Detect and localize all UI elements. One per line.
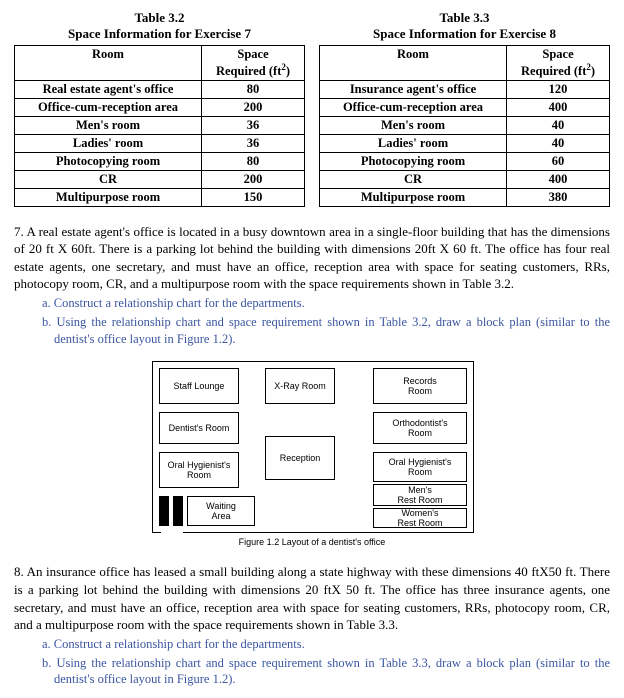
table-3-3: Table 3.3 Space Information for Exercise… <box>319 10 610 207</box>
table-row: CR200 <box>15 170 305 188</box>
t33-h1: Room <box>320 45 507 80</box>
table-row: Insurance agent's office120 <box>320 80 610 98</box>
table-3-2-grid: Room Space Required (ft2) Real estate ag… <box>14 45 305 207</box>
floor-plan: Staff Lounge X-Ray Room Records Room Den… <box>152 361 474 533</box>
tables-container: Table 3.2 Space Information for Exercise… <box>14 10 610 207</box>
room-ortho: Orthodontist's Room <box>373 412 467 444</box>
table-row: Photocopying room60 <box>320 152 610 170</box>
q7-part-a: a. Construct a relationship chart for th… <box>42 295 610 312</box>
table-3-3-number: Table 3.3 <box>439 10 489 25</box>
table-3-2: Table 3.2 Space Information for Exercise… <box>14 10 305 207</box>
room-waiting: Waiting Area <box>187 496 255 526</box>
table-row: Multipurpose room150 <box>15 188 305 206</box>
room-reception: Reception <box>265 436 335 480</box>
table-3-3-grid: Room Space Required (ft2) Insurance agen… <box>319 45 610 207</box>
table-row: Men's room40 <box>320 116 610 134</box>
table-row: Multipurpose room380 <box>320 188 610 206</box>
t32-h1: Room <box>15 45 202 80</box>
t32-h2: Space Required (ft2) <box>202 45 305 80</box>
q7-part-b: b. Using the relationship chart and spac… <box>42 314 610 348</box>
room-womens: Women's Rest Room <box>373 508 467 528</box>
table-3-2-title: Space Information for Exercise 7 <box>68 26 251 41</box>
room-records: Records Room <box>373 368 467 404</box>
room-oral-hyg-right: Oral Hygienist's Room <box>373 452 467 482</box>
table-3-2-caption: Table 3.2 Space Information for Exercise… <box>14 10 305 43</box>
figure-1-2: Staff Lounge X-Ray Room Records Room Den… <box>152 361 472 547</box>
q8-text: An insurance office has leased a small b… <box>14 564 610 632</box>
question-7: 7. A real estate agent's office is locat… <box>14 223 610 348</box>
entrance-post-left <box>159 496 169 526</box>
room-xray: X-Ray Room <box>265 368 335 404</box>
table-row: Men's room36 <box>15 116 305 134</box>
question-8: 8. An insurance office has leased a smal… <box>14 563 610 688</box>
room-mens: Men's Rest Room <box>373 484 467 506</box>
table-row: Ladies' room36 <box>15 134 305 152</box>
table-row: CR400 <box>320 170 610 188</box>
q8-part-b: b. Using the relationship chart and spac… <box>42 655 610 689</box>
table-row: Office-cum-reception area400 <box>320 98 610 116</box>
t33-h2: Space Required (ft2) <box>507 45 610 80</box>
figure-caption: Figure 1.2 Layout of a dentist's office <box>152 537 472 547</box>
table-row: Ladies' room40 <box>320 134 610 152</box>
q7-text: A real estate agent's office is located … <box>14 224 610 292</box>
q8-number: 8. <box>14 564 24 579</box>
table-row: Office-cum-reception area200 <box>15 98 305 116</box>
entrance-post-right <box>173 496 183 526</box>
q8-part-a: a. Construct a relationship chart for th… <box>42 636 610 653</box>
door-gap <box>161 531 183 533</box>
room-dentist: Dentist's Room <box>159 412 239 444</box>
table-3-3-title: Space Information for Exercise 8 <box>373 26 556 41</box>
table-row: Real estate agent's office80 <box>15 80 305 98</box>
q7-number: 7. <box>14 224 24 239</box>
room-staff-lounge: Staff Lounge <box>159 368 239 404</box>
room-oral-hyg-left: Oral Hygienist's Room <box>159 452 239 488</box>
table-3-3-caption: Table 3.3 Space Information for Exercise… <box>319 10 610 43</box>
table-row: Photocopying room80 <box>15 152 305 170</box>
table-3-2-number: Table 3.2 <box>134 10 184 25</box>
